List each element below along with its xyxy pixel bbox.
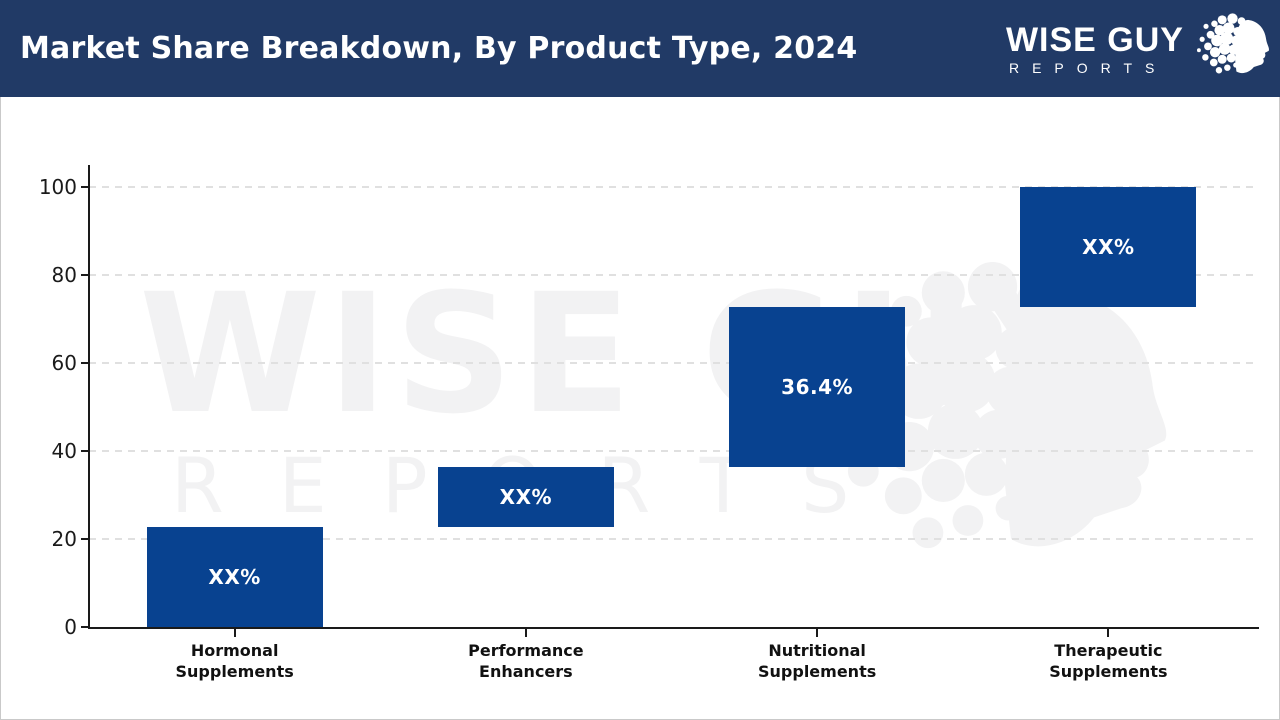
x-axis-category-label: Performance Enhancers xyxy=(468,641,584,681)
gridline xyxy=(89,186,1254,188)
wiseguy-logo: WISE GUY REPORTS xyxy=(1006,0,1270,97)
bar-4: XX% xyxy=(1020,187,1197,307)
bar-1: XX% xyxy=(146,527,323,627)
x-axis-category-label: Nutritional Supplements xyxy=(758,641,877,681)
logo-wordmark: WISE GUY xyxy=(1005,20,1184,59)
y-axis-tick-label: 40 xyxy=(51,439,77,463)
y-axis-tick xyxy=(81,626,89,628)
y-axis-tick xyxy=(81,362,89,364)
y-axis-tick-label: 0 xyxy=(64,615,77,639)
x-axis-category-label: Hormonal Supplements xyxy=(175,641,294,681)
bar-value-label: XX% xyxy=(1082,234,1135,259)
bar-2: XX% xyxy=(437,466,614,528)
x-axis-tick xyxy=(524,629,527,637)
y-axis-tick-label: 20 xyxy=(51,527,77,551)
logo-text: WISE GUY REPORTS xyxy=(1006,23,1184,75)
bar-value-label: XX% xyxy=(499,484,553,509)
y-axis-tick-label: 100 xyxy=(38,175,77,199)
x-axis-tick xyxy=(816,629,819,637)
wiseguy-head-icon xyxy=(1186,3,1270,95)
bar-value-label: XX% xyxy=(208,565,261,590)
logo-reports-label: REPORTS xyxy=(1008,59,1168,76)
x-axis-tick xyxy=(233,629,236,637)
gridline xyxy=(89,538,1254,540)
y-axis-tick-label: 60 xyxy=(51,351,77,375)
x-axis-line xyxy=(88,627,1259,629)
x-axis-tick xyxy=(1107,629,1110,637)
y-axis-tick xyxy=(81,450,89,452)
bar-3: 36.4% xyxy=(729,306,906,467)
y-axis-tick xyxy=(81,274,89,276)
gridline xyxy=(89,450,1254,452)
chart-area: WISE GUY REPORTS xyxy=(1,97,1279,719)
gridline xyxy=(89,274,1254,276)
y-axis-tick xyxy=(81,538,89,540)
bar-value-label: 36.4% xyxy=(781,374,854,399)
y-axis-line xyxy=(88,165,90,629)
gridline xyxy=(89,362,1254,364)
header-bar: Market Share Breakdown, By Product Type,… xyxy=(0,0,1280,97)
y-axis-tick xyxy=(81,186,89,188)
page-title: Market Share Breakdown, By Product Type,… xyxy=(20,31,858,66)
chart-panel: WISE GUY REPORTS xyxy=(0,97,1280,720)
x-axis-category-label: Therapeutic Supplements xyxy=(1049,641,1168,681)
y-axis-tick-label: 80 xyxy=(51,263,77,287)
